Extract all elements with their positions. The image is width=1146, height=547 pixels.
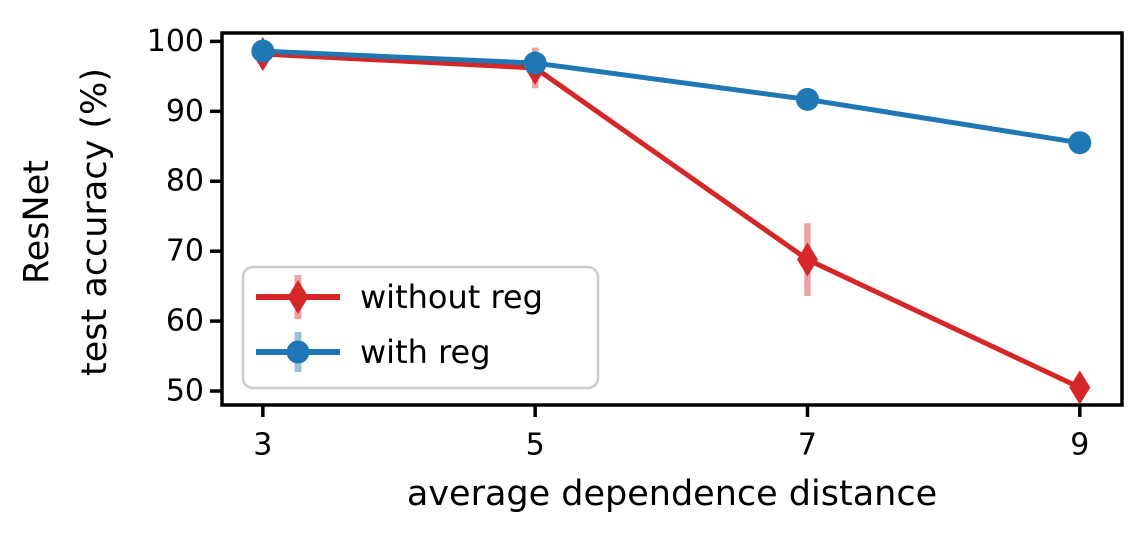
series-without-reg — [252, 36, 1091, 405]
x-axis-label: average dependence distance — [407, 474, 937, 514]
series-with-reg — [251, 39, 1092, 155]
y-tick-label-80: 80 — [166, 164, 204, 199]
plot-frame — [220, 31, 1124, 407]
series-line-without-reg — [262, 51, 1081, 390]
y-tick-label-70: 70 — [166, 234, 204, 269]
circle-marker-with-reg-x7 — [795, 87, 819, 111]
legend-label-with-reg: with reg — [360, 333, 491, 371]
circle-marker-with-reg-x3 — [251, 39, 275, 63]
circle-marker-with-reg-x9 — [1068, 131, 1092, 155]
y-axis-label-line1: ResNet — [17, 160, 57, 284]
series-layer — [251, 36, 1092, 405]
y-axis-label-line2: test accuracy (%) — [75, 68, 115, 376]
diamond-marker-without-reg-x7 — [796, 242, 818, 277]
x-tick-label-3: 3 — [253, 428, 272, 463]
diamond-marker-without-reg-x9 — [1069, 370, 1091, 405]
series-line-with-reg — [262, 48, 1081, 146]
y-tick-label-60: 60 — [166, 304, 204, 339]
x-tick-label-7: 7 — [798, 428, 817, 463]
y-tick-label-90: 90 — [166, 94, 204, 129]
x-tick-label-9: 9 — [1070, 428, 1089, 463]
y-tick-label-50: 50 — [166, 374, 204, 409]
legend: without reg with reg — [241, 265, 600, 390]
legend-item-with-reg: with reg — [256, 332, 491, 372]
legend-label-without-reg: without reg — [360, 278, 543, 316]
legend-circle-marker-icon — [286, 340, 310, 364]
axes-layer: 50 60 70 80 90 100 3 5 7 9 — [147, 24, 1090, 463]
x-tick-label-5: 5 — [526, 428, 545, 463]
legend-diamond-marker-icon — [287, 280, 309, 314]
legend-item-without-reg: without reg — [256, 275, 543, 319]
y-tick-label-100: 100 — [147, 24, 204, 59]
circle-marker-with-reg-x5 — [523, 51, 547, 75]
